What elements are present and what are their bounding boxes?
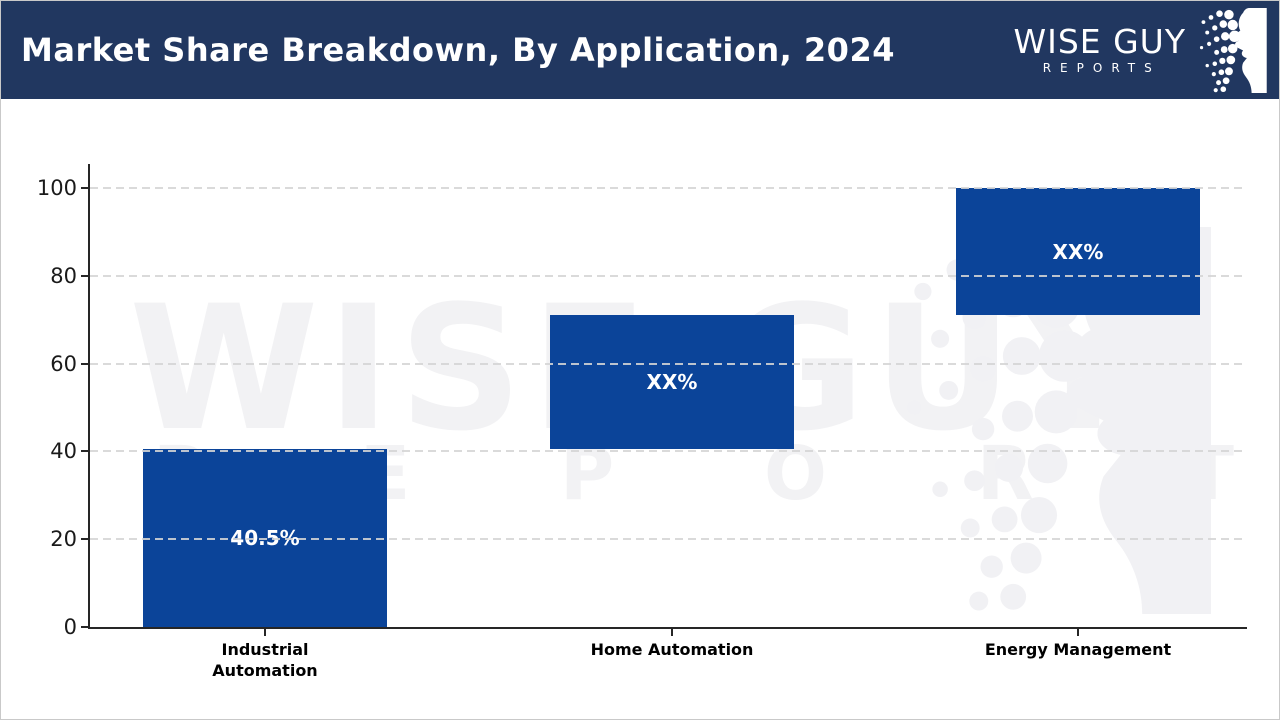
- wise-guy-reports-logo: WISE GUY REPORTS: [1013, 7, 1279, 93]
- gridline: [90, 362, 1247, 365]
- logo-wise-guy-text: WISE GUY: [1013, 21, 1186, 61]
- y-tick-label: 0: [63, 615, 77, 639]
- x-tick-mark: [671, 629, 673, 636]
- bar-value-label: XX%: [646, 370, 698, 395]
- gridline: [90, 274, 1247, 277]
- x-category-label: Industrial Automation: [212, 640, 318, 680]
- logo-wordmark: WISE GUY REPORTS: [1013, 21, 1186, 76]
- gridline: [90, 538, 1247, 541]
- y-tick-label: 100: [36, 176, 77, 200]
- y-tick-label: 20: [50, 527, 77, 552]
- logo-reports-text: REPORTS: [1042, 61, 1161, 76]
- x-category-label: Home Automation: [590, 640, 754, 659]
- gridline: [90, 187, 1247, 189]
- y-axis-line: [88, 164, 90, 629]
- bar-segment: XX%: [956, 188, 1200, 316]
- y-tick-label: 40: [50, 439, 77, 464]
- bar-value-label: 40.5%: [230, 526, 300, 551]
- gridline: [90, 450, 1247, 453]
- chart-title: Market Share Breakdown, By Application, …: [21, 31, 895, 69]
- y-tick-mark: [81, 187, 89, 189]
- bar-value-label: XX%: [1052, 239, 1104, 264]
- y-tick-label: 60: [50, 351, 77, 376]
- x-tick-mark: [1077, 629, 1079, 636]
- bar-segment: 40.5%: [143, 449, 387, 627]
- y-tick-mark: [81, 626, 89, 628]
- y-tick-label: 80: [50, 263, 77, 288]
- y-tick-mark: [81, 274, 89, 277]
- x-category-label: Energy Management: [984, 640, 1172, 659]
- x-tick-mark: [264, 629, 266, 636]
- y-tick-mark: [81, 538, 89, 541]
- bar-segment: XX%: [550, 315, 794, 450]
- x-axis-line: [88, 627, 1247, 629]
- y-tick-mark: [81, 362, 89, 365]
- header-bar: Market Share Breakdown, By Application, …: [1, 1, 1279, 99]
- y-tick-mark: [81, 450, 89, 453]
